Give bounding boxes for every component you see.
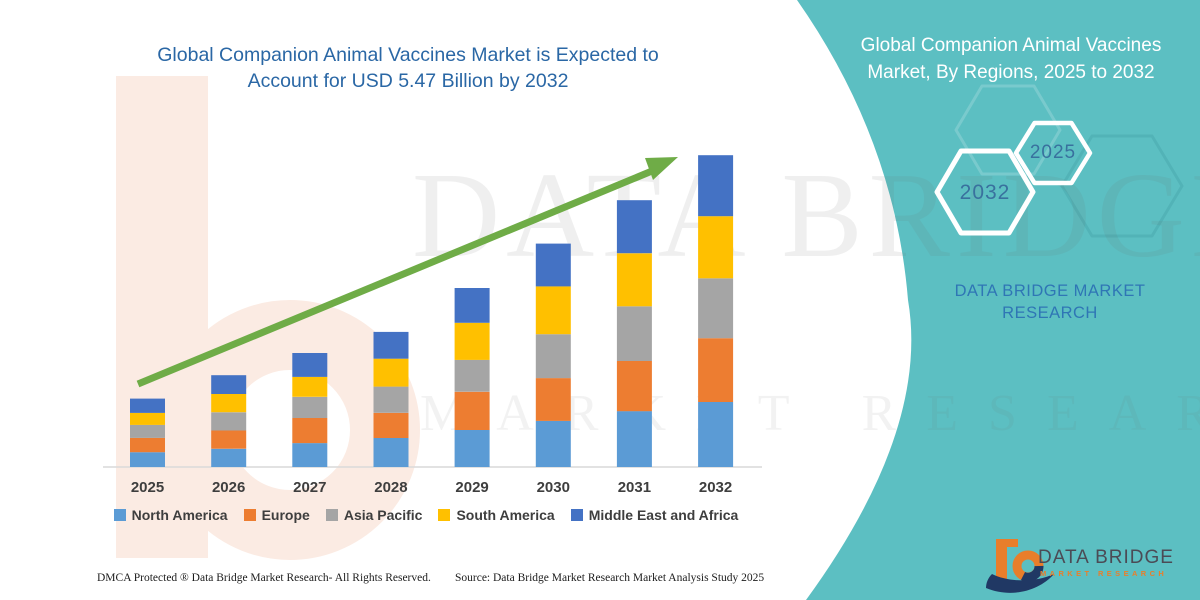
- legend-label: South America: [456, 507, 555, 523]
- x-axis-label: 2030: [536, 479, 570, 496]
- bar-segment: [130, 398, 165, 413]
- hexagon-year-label-2025: 2025: [1029, 142, 1077, 163]
- bar-segment: [211, 375, 247, 394]
- watermark-text-secondary: MARKET RESEARCH: [420, 385, 1200, 442]
- bar-segment: [211, 448, 247, 467]
- watermark-text-primary: DATA BRIDGE: [412, 148, 1200, 283]
- x-axis-label: 2027: [293, 479, 327, 496]
- bar-segment: [454, 322, 490, 360]
- sidebar-title: Global Companion Animal Vaccines Market,…: [860, 35, 1162, 83]
- x-axis-label: 2029: [455, 479, 489, 496]
- x-axis-label: 2031: [617, 479, 652, 496]
- bar-segment: [698, 278, 734, 339]
- legend-item: North America: [113, 507, 228, 523]
- logo-tagline: MARKET RESEARCH: [1040, 569, 1168, 578]
- legend-label: Middle East and Africa: [588, 507, 739, 523]
- legend-item: South America: [438, 507, 555, 523]
- bar-segment: [373, 412, 409, 438]
- bar-segment: [454, 288, 490, 323]
- legend-swatch: [325, 509, 338, 521]
- bar-segment: [373, 386, 409, 413]
- bar-segment: [373, 358, 409, 387]
- x-axis-label: 2026: [211, 479, 246, 496]
- legend-item: Europe: [243, 507, 310, 523]
- bar-segment: [373, 437, 409, 467]
- bar-segment: [373, 331, 409, 359]
- company-name: DATA BRIDGE MARKET RESEARCH: [954, 282, 1146, 322]
- footer-dmca: DMCA Protected ® Data Bridge Market Rese…: [97, 572, 431, 584]
- x-axis-labels: 2025 2026 2027 2028 2029 2030 2031 2032: [0, 479, 780, 499]
- bar-segment: [211, 394, 247, 413]
- bar-segment: [292, 353, 328, 377]
- legend-swatch: [113, 509, 126, 521]
- bar-segment: [211, 430, 247, 449]
- legend-item: Middle East and Africa: [570, 507, 739, 523]
- legend-label: Asia Pacific: [343, 507, 423, 523]
- legend-label: North America: [131, 507, 228, 523]
- bar-segment: [130, 452, 165, 467]
- bar-segment: [616, 306, 652, 361]
- bar-segment: [535, 286, 571, 335]
- legend-label: Europe: [261, 507, 310, 523]
- legend-item: Asia Pacific: [325, 507, 423, 523]
- bar-segment: [292, 418, 328, 444]
- footer-source: Source: Data Bridge Market Research Mark…: [455, 572, 765, 584]
- legend-swatch: [438, 509, 451, 521]
- legend-swatch: [570, 509, 583, 521]
- bar-segment: [535, 334, 571, 379]
- bar-segment: [130, 412, 165, 425]
- chart-title: Global Companion Animal Vaccines Market …: [157, 44, 659, 92]
- x-axis-label: 2025: [130, 479, 165, 496]
- bar-segment: [292, 443, 328, 467]
- legend: North America Europe Asia Pacific South Ame…: [90, 507, 762, 523]
- hexagon-year-label-2032: 2032: [959, 181, 1011, 204]
- legend-swatch: [243, 509, 256, 521]
- bar-segment: [211, 412, 247, 431]
- bar-segment: [130, 437, 165, 453]
- x-axis-label: 2032: [698, 479, 733, 496]
- bar-segment: [292, 396, 328, 418]
- logo-name: DATA BRIDGE: [1038, 547, 1174, 568]
- bar-segment: [130, 424, 165, 438]
- bar-segment: [292, 376, 328, 397]
- x-axis-label: 2028: [374, 479, 408, 496]
